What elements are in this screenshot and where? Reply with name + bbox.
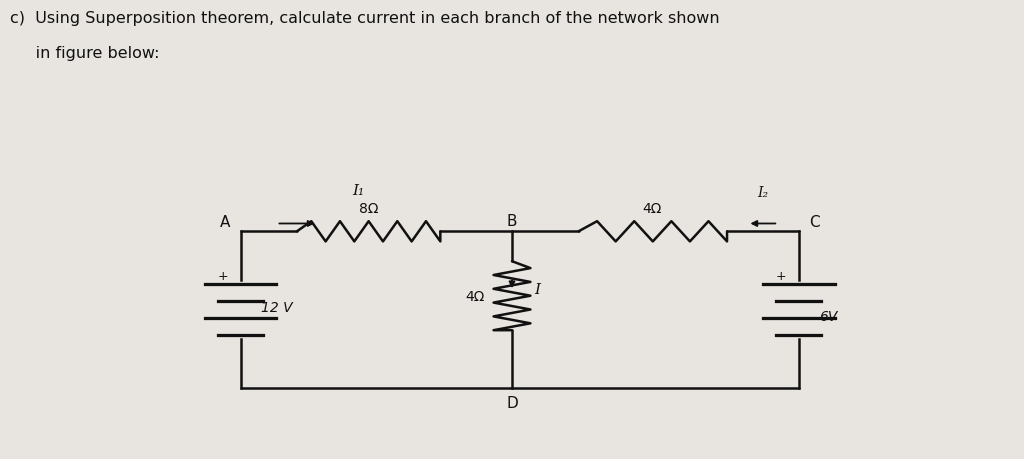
Text: D: D [506, 395, 518, 410]
Text: in figure below:: in figure below: [10, 46, 160, 61]
Text: +: + [776, 269, 786, 282]
Text: I: I [535, 282, 541, 296]
Text: 12 V: 12 V [261, 301, 293, 314]
Text: I₂: I₂ [758, 185, 768, 199]
Text: 8Ω: 8Ω [358, 202, 379, 216]
Text: +: + [218, 269, 228, 282]
Text: 6V: 6V [819, 310, 838, 324]
Text: B: B [507, 213, 517, 229]
Text: c)  Using Superposition theorem, calculate current in each branch of the network: c) Using Superposition theorem, calculat… [10, 11, 720, 27]
Text: I₁: I₁ [352, 184, 365, 197]
Text: C: C [809, 214, 819, 230]
Text: 4Ω: 4Ω [643, 202, 662, 216]
Text: A: A [220, 214, 230, 230]
Text: 4Ω: 4Ω [465, 289, 484, 303]
